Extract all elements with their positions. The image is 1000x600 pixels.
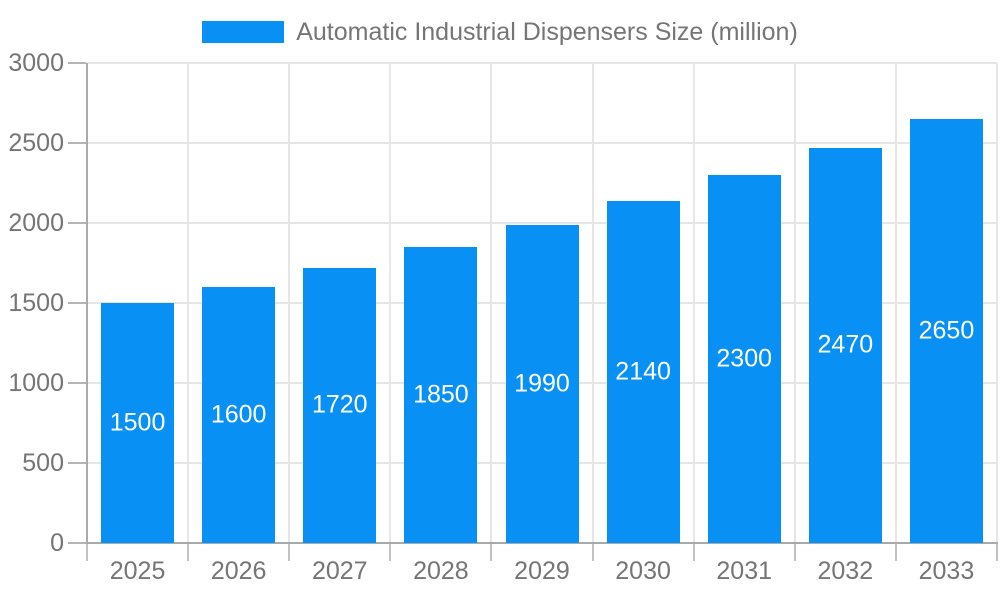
- x-axis-tick: [389, 543, 392, 561]
- x-gridline: [288, 63, 291, 543]
- bar-value-label: 1850: [413, 380, 469, 409]
- x-tick-label: 2025: [109, 557, 166, 585]
- legend-label: Automatic Industrial Dispensers Size (mi…: [296, 17, 798, 46]
- x-axis-tick: [490, 543, 493, 561]
- y-axis-line: [86, 63, 88, 543]
- y-axis-tick: [68, 542, 86, 544]
- x-axis-tick: [894, 543, 897, 561]
- x-gridline: [591, 63, 594, 543]
- bar-value-label: 1500: [109, 408, 166, 437]
- x-gridline: [187, 63, 190, 543]
- bar-2027[interactable]: 1720: [303, 267, 377, 543]
- legend[interactable]: Automatic Industrial Dispensers Size (mi…: [0, 16, 1000, 48]
- y-axis-tick: [68, 462, 86, 464]
- y-tick-label: 0: [50, 529, 64, 557]
- x-axis-tick: [187, 543, 190, 561]
- plot-area: 0 500 1000 1500 2000 2500 3000 1500 2025 1600 2026…: [8, 49, 998, 585]
- x-tick-label: 2032: [817, 557, 874, 585]
- bar-value-label: 1990: [514, 369, 570, 398]
- y-gridline: [87, 222, 997, 224]
- x-tick-label: 2029: [514, 557, 570, 585]
- bar-2033[interactable]: 2650: [909, 119, 983, 543]
- bar-2028[interactable]: 1850: [404, 247, 478, 543]
- y-axis-tick: [68, 382, 86, 384]
- x-tick-label: 2033: [918, 557, 975, 585]
- bar-value-label: 2300: [716, 344, 773, 373]
- y-tick-label: 2500: [8, 129, 64, 157]
- bar-2031[interactable]: 2300: [707, 175, 781, 543]
- x-axis-tick: [288, 543, 291, 561]
- x-axis-tick: [692, 543, 695, 561]
- y-tick-label: 1000: [8, 369, 64, 397]
- bar-value-label: 2650: [918, 316, 975, 345]
- y-axis-tick: [68, 302, 86, 304]
- x-gridline: [389, 63, 392, 543]
- y-tick-label: 2000: [8, 209, 64, 237]
- y-tick-label: 500: [22, 449, 64, 477]
- y-tick-label: 3000: [8, 49, 64, 77]
- y-tick-label: 1500: [8, 289, 64, 317]
- bar-value-label: 1720: [311, 390, 368, 419]
- y-axis-tick: [68, 222, 86, 224]
- bar-value-label: 2470: [817, 330, 874, 359]
- x-axis-tick: [86, 543, 88, 561]
- y-axis-tick: [68, 142, 86, 144]
- bar-2025[interactable]: 1500: [101, 303, 175, 543]
- x-axis-tick: [591, 543, 594, 561]
- bar-2030[interactable]: 2140: [606, 200, 680, 543]
- y-gridline: [87, 62, 997, 64]
- x-gridline: [793, 63, 796, 543]
- bar-2026[interactable]: 1600: [202, 287, 276, 543]
- bar-2029[interactable]: 1990: [505, 224, 579, 543]
- x-axis-line: [86, 542, 998, 544]
- x-tick-label: 2031: [716, 557, 773, 585]
- x-tick-label: 2028: [413, 557, 469, 585]
- x-tick-label: 2030: [615, 557, 671, 585]
- y-gridline: [87, 142, 997, 144]
- legend-swatch-icon: [202, 21, 285, 43]
- bar-value-label: 2140: [615, 357, 671, 386]
- bar-value-label: 1600: [210, 400, 267, 429]
- x-axis-tick: [793, 543, 796, 561]
- y-axis-tick: [68, 62, 86, 64]
- x-gridline: [894, 63, 897, 543]
- x-tick-label: 2026: [210, 557, 267, 585]
- bar-2032[interactable]: 2470: [808, 147, 882, 543]
- x-gridline: [490, 63, 493, 543]
- x-axis-tick: [996, 543, 998, 561]
- x-gridline: [996, 63, 998, 543]
- x-gridline: [692, 63, 695, 543]
- x-tick-label: 2027: [311, 557, 368, 585]
